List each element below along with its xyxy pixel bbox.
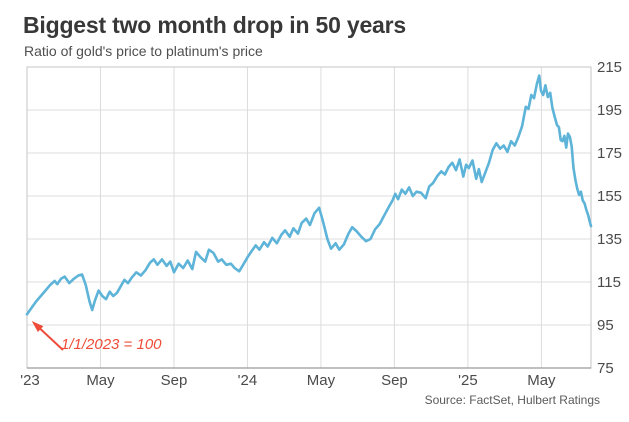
y-tick-label: 95 bbox=[597, 317, 614, 334]
x-tick-label: May bbox=[86, 372, 115, 389]
ratio-line-series bbox=[25, 74, 593, 316]
x-tick-label: May bbox=[306, 372, 336, 389]
y-tick-label: 155 bbox=[597, 188, 623, 205]
x-tick-label: '25 bbox=[458, 372, 478, 389]
plot-border bbox=[26, 66, 592, 369]
y-tick-label: 175 bbox=[597, 145, 623, 162]
x-tick-label: '24 bbox=[237, 372, 258, 389]
chart-subtitle: Ratio of gold's price to platinum's pric… bbox=[24, 43, 263, 59]
y-tick-label: 215 bbox=[597, 59, 623, 76]
x-tick-label: Sep bbox=[381, 372, 408, 389]
annotation-label: 1/1/2023 = 100 bbox=[61, 336, 162, 353]
x-tick-label: May bbox=[527, 372, 556, 389]
page-title: Biggest two month drop in 50 years bbox=[23, 12, 406, 38]
x-tick-label: Sep bbox=[160, 372, 188, 389]
y-tick-label: 75 bbox=[597, 360, 614, 377]
y-tick-label: 195 bbox=[597, 102, 623, 119]
source-credit: Source: FactSet, Hulbert Ratings bbox=[424, 393, 600, 407]
y-tick-label: 135 bbox=[597, 231, 623, 248]
x-tick-label: '23 bbox=[20, 372, 40, 389]
annotation-arrow-head bbox=[31, 320, 44, 333]
y-tick-label: 115 bbox=[597, 274, 621, 291]
